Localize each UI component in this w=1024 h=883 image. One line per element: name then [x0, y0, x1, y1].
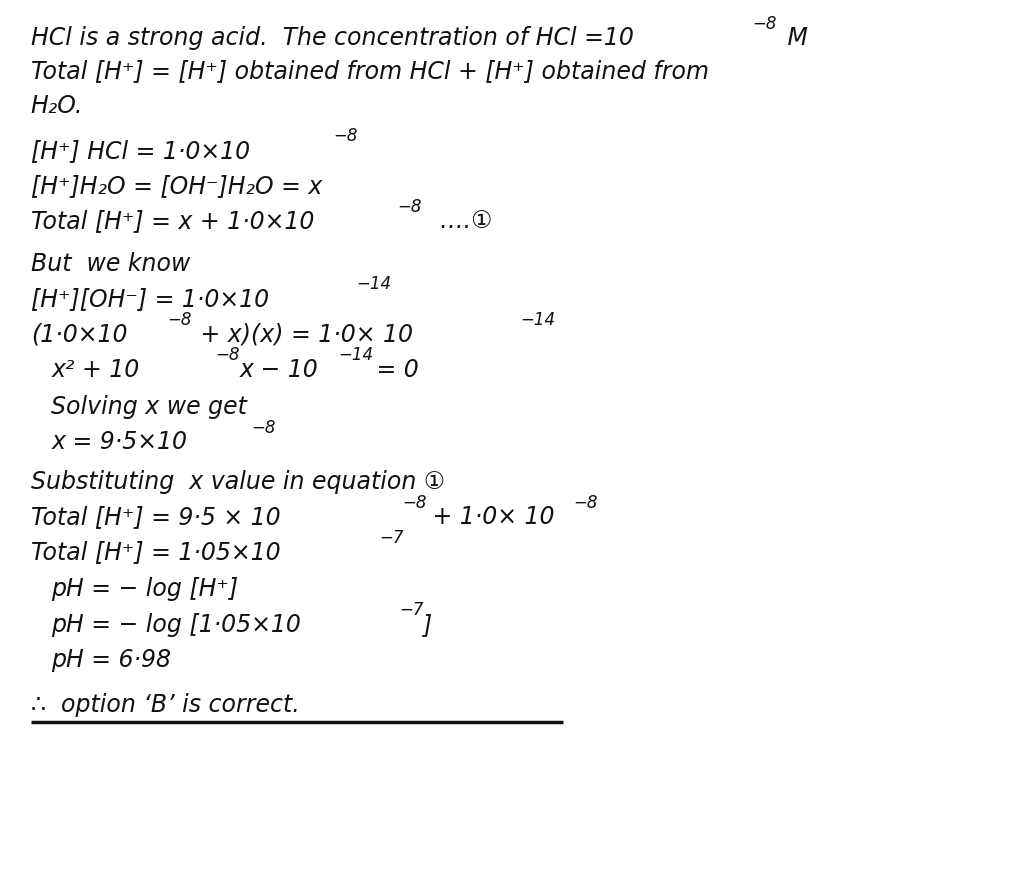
- Text: Total [H⁺] = 9·5 × 10: Total [H⁺] = 9·5 × 10: [31, 505, 281, 529]
- Text: x² + 10: x² + 10: [51, 358, 139, 381]
- Text: −8: −8: [215, 346, 240, 364]
- Text: [H⁺]H₂O = [OH⁻]H₂O = x: [H⁺]H₂O = [OH⁻]H₂O = x: [31, 174, 323, 198]
- Text: pH = − log [1·05×10: pH = − log [1·05×10: [51, 613, 301, 637]
- Text: −14: −14: [356, 275, 391, 293]
- Text: H₂O.: H₂O.: [31, 94, 83, 118]
- Text: (1·0×10: (1·0×10: [31, 322, 127, 346]
- Text: ∴  option ‘B’ is correct.: ∴ option ‘B’ is correct.: [31, 693, 299, 717]
- Text: −14: −14: [338, 346, 373, 364]
- Text: pH = − log [H⁺]: pH = − log [H⁺]: [51, 577, 239, 601]
- Text: ….①: ….①: [425, 209, 493, 233]
- Text: HCl is a strong acid.  The concentration of HCl =10: HCl is a strong acid. The concentration …: [31, 26, 634, 50]
- Text: x − 10: x − 10: [240, 358, 318, 381]
- Text: −14: −14: [520, 311, 555, 328]
- Text: −8: −8: [167, 311, 191, 328]
- Text: −8: −8: [251, 419, 275, 436]
- Text: Total [H⁺] = x + 1·0×10: Total [H⁺] = x + 1·0×10: [31, 209, 314, 233]
- Text: [H⁺][OH⁻] = 1·0×10: [H⁺][OH⁻] = 1·0×10: [31, 287, 269, 311]
- Text: x = 9·5×10: x = 9·5×10: [51, 430, 187, 454]
- Text: + 1·0× 10: + 1·0× 10: [425, 505, 554, 529]
- Text: pH = 6·98: pH = 6·98: [51, 648, 171, 672]
- Text: −8: −8: [402, 494, 427, 511]
- Text: −7: −7: [399, 601, 424, 619]
- Text: M: M: [780, 26, 808, 50]
- Text: −7: −7: [379, 529, 403, 547]
- Text: Substituting  x value in equation ①: Substituting x value in equation ①: [31, 470, 444, 494]
- Text: But  we know: But we know: [31, 252, 190, 275]
- Text: ]: ]: [423, 613, 432, 637]
- Text: Total [H⁺] = 1·05×10: Total [H⁺] = 1·05×10: [31, 540, 281, 564]
- Text: + x)(x) = 1·0× 10: + x)(x) = 1·0× 10: [193, 322, 413, 346]
- Text: Total [H⁺] = [H⁺] obtained from HCl + [H⁺] obtained from: Total [H⁺] = [H⁺] obtained from HCl + [H…: [31, 59, 709, 83]
- Text: [H⁺] HCl = 1·0×10: [H⁺] HCl = 1·0×10: [31, 139, 250, 162]
- Text: = 0: = 0: [369, 358, 419, 381]
- Text: −8: −8: [397, 198, 422, 215]
- Text: −8: −8: [573, 494, 598, 511]
- Text: −8: −8: [753, 15, 777, 33]
- Text: −8: −8: [333, 127, 357, 145]
- Text: Solving x we get: Solving x we get: [51, 395, 247, 419]
